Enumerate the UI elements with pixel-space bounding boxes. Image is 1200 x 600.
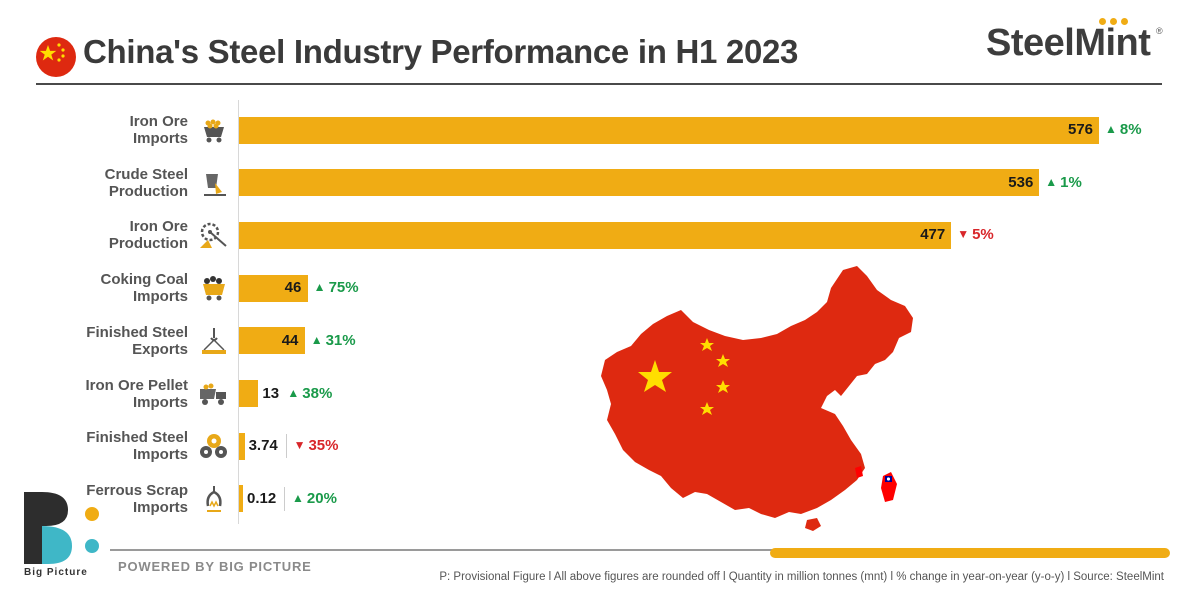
category-label-line: Imports xyxy=(132,288,188,306)
arrow-down-icon: ▼ xyxy=(293,438,306,453)
category-label-line: Production xyxy=(108,235,188,253)
category-label: Iron Ore Pellet Imports xyxy=(8,377,188,411)
arrow-up-icon: ▲ xyxy=(1045,174,1058,189)
category-label-line: Imports xyxy=(132,393,188,411)
value-label: 477 xyxy=(920,226,946,244)
change-value: 35% xyxy=(308,437,339,455)
category-label-line: Imports xyxy=(132,446,188,464)
category-label: Iron Ore Production xyxy=(8,218,188,252)
mine-cart-icon xyxy=(198,115,230,145)
yoy-change-label: ▼ 5% xyxy=(957,226,994,243)
category-label-line: Finished Steel xyxy=(86,429,188,447)
change-value: 20% xyxy=(306,489,337,507)
scrap-claw-icon xyxy=(198,484,230,514)
bar xyxy=(239,221,952,249)
category-label-line: Crude Steel xyxy=(104,165,188,183)
bar xyxy=(239,380,259,407)
category-label-line: Iron Ore Pellet xyxy=(85,376,188,394)
arrow-up-icon: ▲ xyxy=(310,332,323,347)
footer-accent-bar xyxy=(770,548,1170,558)
yoy-change-label: ▲ 75% xyxy=(314,279,359,296)
header: China's Steel Industry Performance in H1… xyxy=(0,0,1200,86)
category-label-line: Ferrous Scrap xyxy=(86,481,188,499)
value-label: 576 xyxy=(1068,121,1094,138)
china-map-icon xyxy=(601,266,913,531)
change-value: 5% xyxy=(972,226,994,244)
footer-divider xyxy=(110,549,778,551)
arrow-up-icon: ▲ xyxy=(313,280,326,295)
excavator-wheel-icon xyxy=(198,220,230,250)
category-label: Ferrous Scrap Imports xyxy=(8,482,188,516)
ladle-icon xyxy=(198,168,230,198)
category-label-line: Coking Coal xyxy=(100,271,188,289)
steel-beam-hook-icon xyxy=(198,326,230,356)
category-label: Crude Steel Production xyxy=(8,166,188,200)
big-picture-logo xyxy=(24,492,99,564)
yoy-change-label: ▲ 31% xyxy=(311,332,356,349)
bar xyxy=(239,327,305,355)
value-label: 44 xyxy=(281,331,299,349)
steelmint-logo: SteelMint ® xyxy=(986,18,1166,66)
value-label: 46 xyxy=(284,279,302,297)
bar xyxy=(239,432,245,460)
bar xyxy=(239,169,1040,197)
value-separator xyxy=(284,486,285,511)
china-flag-icon xyxy=(36,37,76,77)
value-label: 536 xyxy=(1008,173,1034,191)
category-label-line: Finished Steel xyxy=(86,323,188,341)
value-label: 0.12 xyxy=(247,489,277,507)
category-label: Finished Steel Imports xyxy=(8,429,188,463)
value-label: 13 xyxy=(262,384,280,402)
yoy-change-label: ▲ 8% xyxy=(1105,121,1142,138)
bar xyxy=(239,485,243,513)
powered-by-text: POWERED BY BIG PICTURE xyxy=(118,559,312,574)
category-label-line: Iron Ore xyxy=(129,218,188,236)
footnote: P: Provisional Figure l All above figure… xyxy=(439,571,1164,583)
brand-name: SteelMint xyxy=(986,22,1151,64)
category-label: Coking Coal Imports xyxy=(8,271,188,305)
yoy-change-label: ▼ 35% xyxy=(294,437,339,454)
change-value: 38% xyxy=(302,384,333,402)
category-label-line: Imports xyxy=(132,130,188,147)
arrow-down-icon: ▼ xyxy=(957,227,970,242)
yoy-change-label: ▲ 38% xyxy=(287,385,332,402)
category-label-line: Production xyxy=(108,182,188,200)
bar xyxy=(239,274,308,302)
change-value: 31% xyxy=(325,331,356,349)
dump-truck-icon xyxy=(198,379,230,409)
value-label: 3.74 xyxy=(248,437,278,455)
category-label: Iron Ore Imports xyxy=(8,113,188,147)
category-label: Finished Steel Exports xyxy=(8,324,188,358)
arrow-up-icon: ▲ xyxy=(1105,122,1117,136)
coal-cart-icon xyxy=(198,273,230,303)
arrow-up-icon: ▲ xyxy=(292,490,304,505)
title-divider xyxy=(36,83,1162,85)
change-value: 75% xyxy=(328,279,359,297)
chart-title: China's Steel Industry Performance in H1… xyxy=(83,33,799,70)
yoy-change-label: ▲ 1% xyxy=(1045,174,1082,191)
category-label-line: Exports xyxy=(132,340,188,358)
y-axis-line xyxy=(238,100,239,524)
registered-mark: ® xyxy=(1156,26,1163,36)
change-value: 1% xyxy=(1060,173,1082,191)
yoy-change-label: ▲ 20% xyxy=(292,490,337,507)
logo-caption: Big Picture xyxy=(24,567,88,578)
category-label-line: Iron Ore xyxy=(129,113,188,130)
bar-chart: Iron Ore Imports 576 ▲ 8% Crude Steel Producti… xyxy=(0,95,1200,525)
steel-coils-icon xyxy=(198,431,230,461)
value-separator xyxy=(285,434,287,459)
category-label-line: Imports xyxy=(132,498,188,516)
bar xyxy=(239,116,1099,144)
hainan-island xyxy=(805,518,821,531)
change-value: 8% xyxy=(1119,121,1142,138)
arrow-up-icon: ▲ xyxy=(287,385,300,400)
